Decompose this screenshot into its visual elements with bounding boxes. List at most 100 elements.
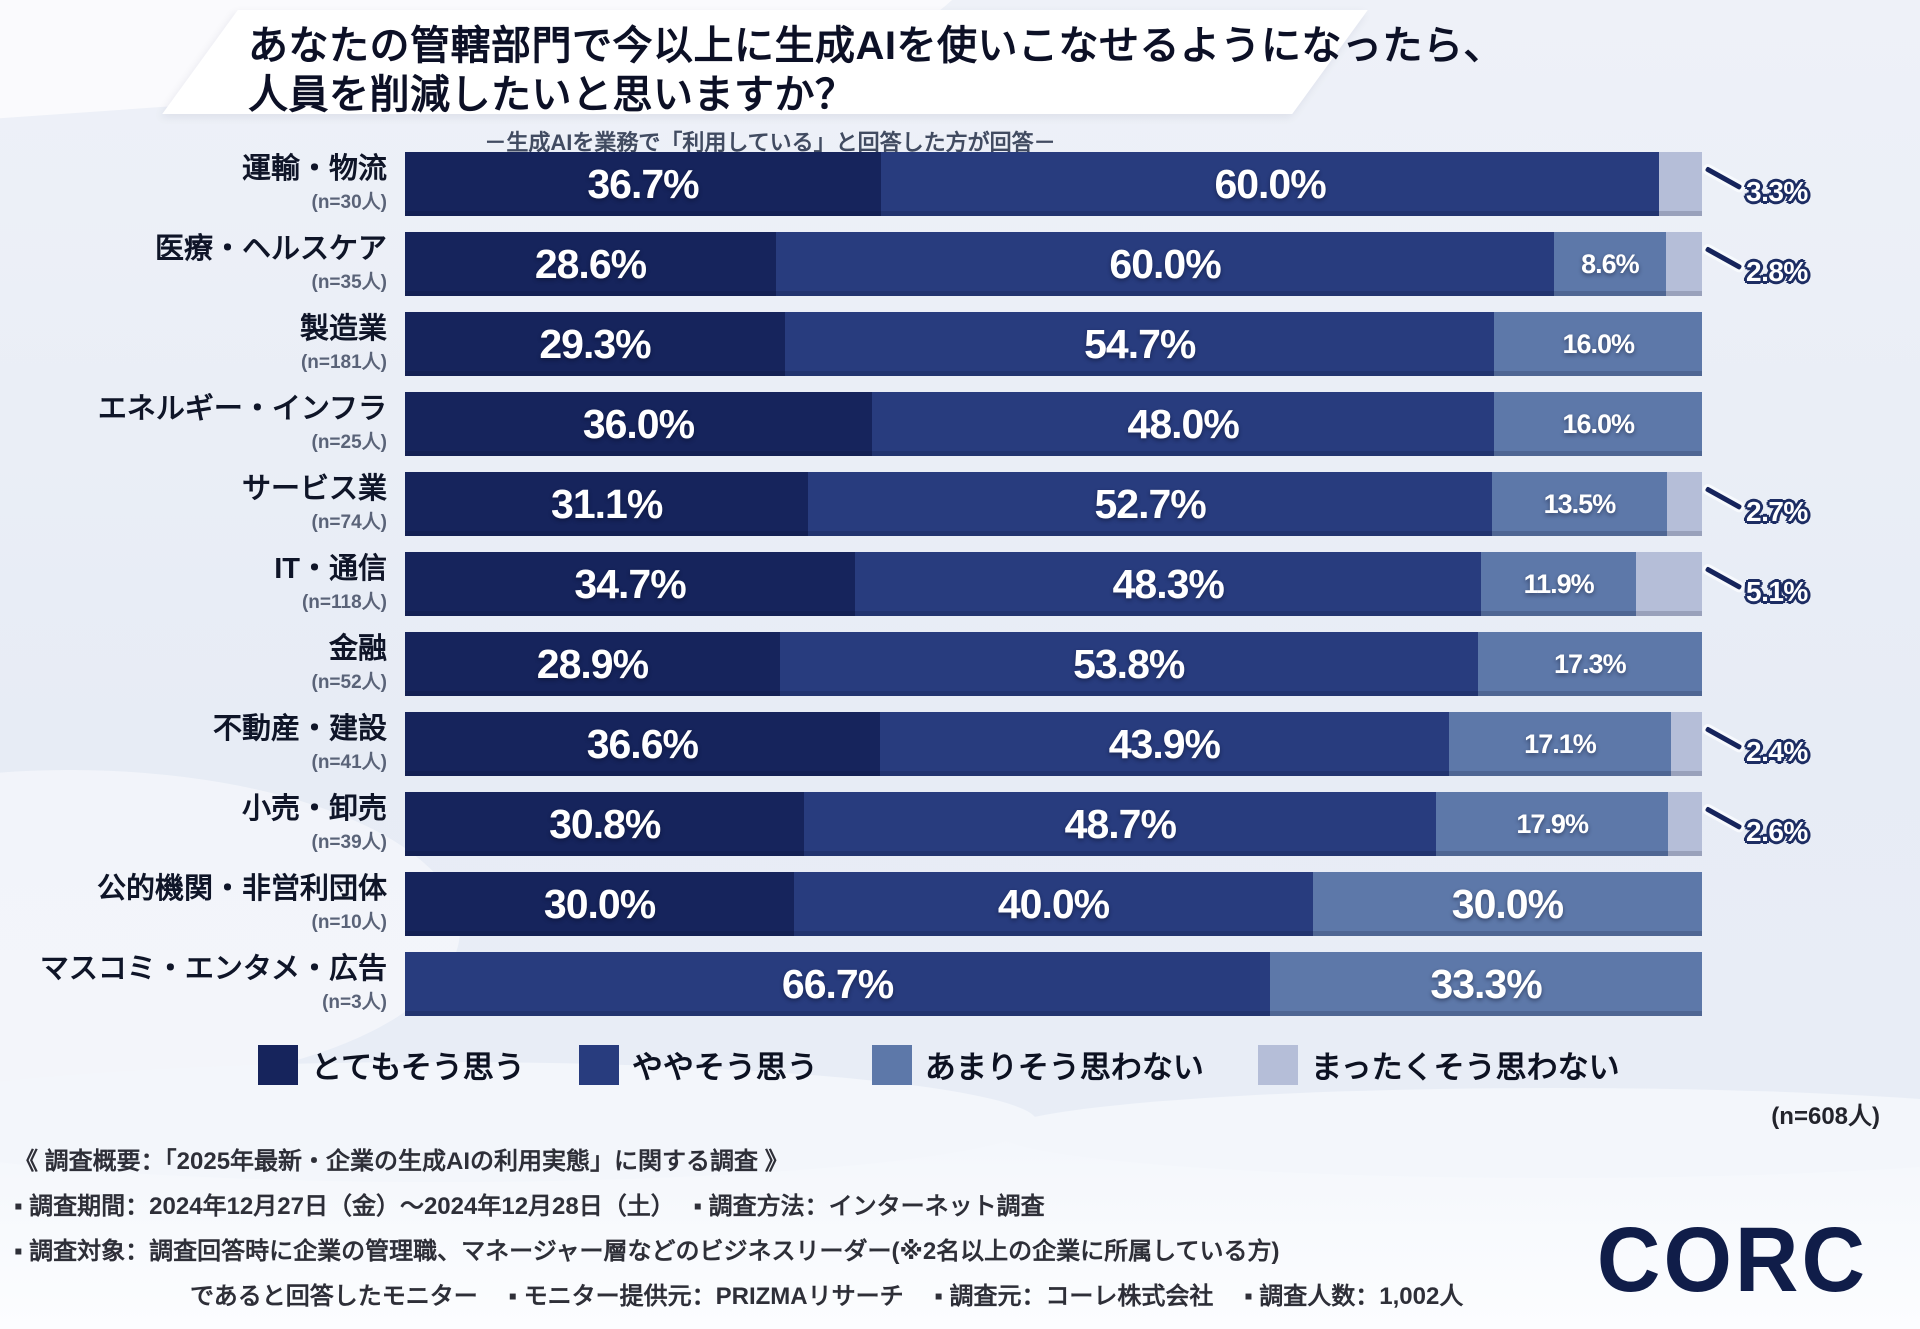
legend-item: とてもそう思う [258,1042,525,1087]
chart-row: 公的機関・非営利団体 (n=10人) 30.0% 40.0% 30.0% [0,872,1720,936]
bar-segment-ややそう思う: 60.0% [775,232,1555,296]
callout-value-label: 2.8% [1746,256,1808,287]
legend-swatch [258,1044,298,1085]
row-label: 金融 (n=52人) [0,632,405,696]
sample-size-label: (n=35人) [311,271,388,293]
bar-value-label: 48.0% [1127,400,1240,447]
bar-segment-ややそう思う: 53.8% [779,632,1478,696]
bar-track: 36.7% 60.0% 3.3% [405,152,1808,216]
sample-size-label: (n=181人) [300,351,387,373]
category-label: 運輸・物流 [241,153,387,186]
bar-segment-とてもそう思う: 28.6% [405,232,776,296]
bar-segment-あまりそう思わない: 33.3% [1270,952,1702,1016]
bar-segment-あまりそう思わない: 30.0% [1312,872,1702,936]
bar-value-label: 34.7% [574,560,686,607]
bar-value-label: 36.6% [586,720,699,767]
sample-size-label: (n=118人) [301,591,387,613]
legend-label: ややそう思う [631,1050,818,1085]
row-label: マスコミ・エンタメ・広告 (n=3人) [0,952,405,1016]
bar-segment-ややそう思う: 43.9% [879,712,1450,776]
bar-value-label: 13.5% [1543,488,1617,519]
sample-size-label: (n=10人) [311,911,388,933]
bar-segment-ややそう思う: 48.7% [804,792,1437,856]
chart-row: 運輸・物流 (n=30人) 36.7% 60.0% 3.3% [0,152,1808,216]
survey-period-line: ▪ 調査期間：2024年12月27日（金）〜2024年12月28日（土） ▪ 調… [14,1192,1045,1220]
sample-size-label: (n=41人) [311,751,388,773]
bar-segment-あまりそう思わない: 16.0% [1494,392,1702,456]
bar-segment-ややそう思う: 48.0% [871,392,1495,456]
legend-label: とてもそう思う [311,1050,525,1085]
bar-segment-あまりそう思わない: 17.9% [1436,792,1669,856]
category-label: 医療・ヘルスケア [154,233,387,266]
row-label: IT・通信 (n=118人) [0,552,405,616]
sample-size-label: (n=39人) [311,831,388,853]
chart-row: IT・通信 (n=118人) 34.7% 48.3% 11.9% 5.1% [0,552,1808,616]
chart-row: マスコミ・エンタメ・広告 (n=3人) 66.7% 33.3% [0,952,1720,1016]
callout-value-label: 2.4% [1746,736,1808,767]
chart-row: 不動産・建設 (n=41人) 36.6% 43.9% 17.1% 2.4% [0,712,1808,776]
legend-swatch [1257,1044,1298,1085]
bar-segment-まったくそう思わない [1670,712,1702,776]
row-label: 不動産・建設 (n=41人) [0,712,405,776]
category-label: 不動産・建設 [212,713,387,746]
page-title-line1: あなたの管轄部門で今以上に生成AIを使いこなせるようになったら、 [248,24,1504,68]
category-label: サービス業 [241,473,387,506]
bar-value-label: 36.0% [582,400,695,447]
row-label: 公的機関・非営利団体 (n=10人) [0,872,405,936]
bar-value-label: 36.7% [587,160,699,207]
callout-value-label: 5.1% [1746,576,1808,607]
bar-value-label: 30.0% [1451,880,1564,927]
bar-value-label: 40.0% [997,880,1110,927]
bar-value-label: 16.0% [1562,328,1635,359]
bar-value-label: 17.1% [1524,728,1597,759]
row-label: 医療・ヘルスケア (n=35人) [0,232,405,296]
bar-segment-まったくそう思わない [1666,472,1702,536]
survey-source-line: であると回答したモニター ▪ モニター提供元：PRIZMAリサーチ ▪ 調査元：… [190,1282,1464,1310]
bar-segment-ややそう思う: 54.7% [785,312,1495,376]
bar-track: 30.8% 48.7% 17.9% 2.6% [405,792,1808,856]
bar-value-label: 8.6% [1581,248,1640,279]
bar-value-label: 33.3% [1430,960,1542,1007]
survey-footer: 《 調査概要：「2025年最新・企業の生成AIの利用実態」に関する調査 》 ▪ … [14,1140,1614,1320]
category-label: エネルギー・インフラ [97,393,387,426]
bar-segment-ややそう思う: 60.0% [880,152,1660,216]
bar-segment-ややそう思う: 52.7% [808,472,1492,536]
row-label: 運輸・物流 (n=30人) [0,152,405,216]
bar-segment-あまりそう思わない: 8.6% [1554,232,1666,296]
bar-track: 66.7% 33.3% [405,952,1702,1016]
bar-segment-あまりそう思わない: 11.9% [1481,552,1636,616]
bar-track: 28.6% 60.0% 8.6% 2.8% [405,232,1808,296]
bar-value-label: 28.6% [534,240,647,287]
bar-value-label: 43.9% [1108,720,1221,767]
chart-row: 製造業 (n=181人) 29.3% 54.7% 16.0% [0,312,1720,376]
bar-segment-とてもそう思う: 28.9% [405,632,780,696]
row-label: 小売・卸売 (n=39人) [0,792,405,856]
bar-segment-あまりそう思わない: 17.1% [1449,712,1671,776]
category-label: マスコミ・エンタメ・広告 [39,953,387,986]
bar-value-label: 60.0% [1109,240,1221,287]
bar-segment-あまりそう思わない: 16.0% [1494,312,1702,376]
callout-value-label: 2.6% [1746,816,1808,847]
bar-value-label: 17.3% [1554,648,1627,679]
sample-size-label: (n=25人) [311,431,388,453]
bar-track: 28.9% 53.8% 17.3% [405,632,1702,696]
bar-value-label: 28.9% [536,640,649,687]
callout-value-label: 3.3% [1746,176,1808,207]
legend-item: あまりそう思わない [871,1042,1204,1087]
bar-segment-ややそう思う: 48.3% [855,552,1482,616]
bar-segment-とてもそう思う: 36.6% [405,712,880,776]
bar-value-label: 30.8% [549,800,661,847]
bar-value-label: 29.3% [539,320,651,367]
bar-value-label: 52.7% [1094,480,1206,527]
page-title-line2: 人員を削減したいと思いますか？ [248,73,856,118]
bar-segment-とてもそう思う: 34.7% [405,552,856,616]
bar-segment-まったくそう思わない [1668,792,1702,856]
bar-segment-まったくそう思わない [1635,552,1702,616]
bar-segment-ややそう思う: 40.0% [794,872,1313,936]
legend-label: まったくそう思わない [1310,1050,1620,1085]
bar-value-label: 16.0% [1562,408,1635,439]
bar-value-label: 17.9% [1516,808,1589,839]
bar-segment-とてもそう思う: 30.0% [405,872,795,936]
callout-connector-line [1704,486,1743,511]
bar-segment-まったくそう思わない [1659,152,1702,216]
